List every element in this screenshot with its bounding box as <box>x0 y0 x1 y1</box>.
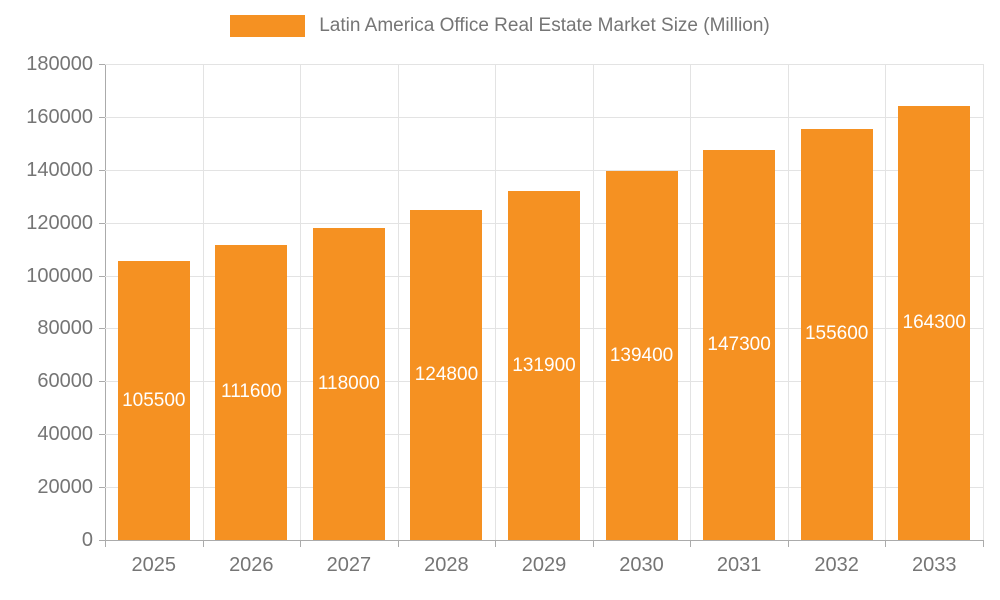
y-axis-tick <box>99 540 105 541</box>
y-axis-tick <box>99 64 105 65</box>
y-axis-tick <box>99 116 105 118</box>
bar-value-label: 164300 <box>902 311 966 333</box>
y-axis-tick-label: 160000 <box>26 105 93 128</box>
y-axis-tick-label: 100000 <box>26 264 93 287</box>
gridline-vertical <box>983 64 984 540</box>
gridline-vertical <box>592 64 594 540</box>
plot-area: 105500 111600 118000 124800 131900 139400 1473… <box>105 64 984 540</box>
x-axis-label: 2027 <box>326 554 372 576</box>
x-axis-label: 2029 <box>521 554 567 576</box>
bar-2031[interactable] <box>703 150 776 540</box>
bar-2027[interactable] <box>312 227 385 540</box>
x-axis-tick <box>787 541 789 547</box>
y-axis-line <box>105 64 106 541</box>
bar-2029[interactable] <box>508 191 580 540</box>
x-axis-tick <box>690 541 692 547</box>
x-axis-tick <box>300 541 302 547</box>
x-axis-tick <box>202 541 204 547</box>
y-axis-tick <box>99 381 105 383</box>
y-axis-tick <box>99 434 105 436</box>
x-axis-label: 2033 <box>911 554 957 576</box>
bar-2033[interactable] <box>898 105 971 540</box>
y-axis-tick <box>99 222 105 224</box>
y-axis-tick-label: 60000 <box>37 370 93 393</box>
gridline-vertical <box>885 64 887 540</box>
gridline-vertical <box>300 64 302 540</box>
x-axis-label: 2031 <box>716 554 762 576</box>
bar-value-label: 139400 <box>609 344 674 366</box>
x-axis-tick <box>495 541 497 547</box>
x-axis-tick <box>885 541 887 547</box>
y-axis-tick <box>99 275 105 277</box>
y-axis-tick-label: 40000 <box>37 423 93 446</box>
bar-value-label: 147300 <box>707 334 771 356</box>
bar-2030[interactable] <box>605 171 678 540</box>
gridline-horizontal <box>105 64 983 65</box>
x-axis-tick <box>592 541 594 547</box>
bar-value-label: 105500 <box>122 389 186 411</box>
x-axis-line <box>105 540 984 541</box>
gridline-vertical <box>690 64 692 540</box>
x-axis-label: 2028 <box>424 554 469 576</box>
legend: Latin America Office Real Estate Market … <box>0 15 1000 37</box>
y-axis-tick <box>99 487 105 489</box>
gridline-vertical <box>397 64 399 540</box>
x-axis-label: 2032 <box>814 554 859 576</box>
x-axis-label: 2025 <box>131 554 177 576</box>
bar-value-label: 111600 <box>221 381 282 403</box>
bar-2025[interactable] <box>117 261 190 540</box>
y-axis-tick-label: 140000 <box>26 158 93 181</box>
legend-swatch-icon[interactable] <box>230 15 306 37</box>
bar-2032[interactable] <box>800 128 873 540</box>
y-axis-tick-label: 80000 <box>37 317 93 340</box>
x-axis-tick <box>105 541 106 547</box>
x-axis-tick <box>397 541 399 547</box>
bar-value-label: 131900 <box>512 354 576 376</box>
x-axis-tick <box>983 541 984 547</box>
y-axis-tick-label: 0 <box>81 529 93 551</box>
y-axis-tick <box>99 169 105 171</box>
chart-title: Latin America Office Real Estate Market … <box>319 15 770 36</box>
y-axis-tick-label: 20000 <box>37 476 93 499</box>
bar-value-label: 124800 <box>414 363 479 385</box>
x-axis-label: 2026 <box>229 554 274 576</box>
y-axis-tick-label: 120000 <box>26 211 93 234</box>
x-axis-label: 2030 <box>619 554 664 576</box>
bar-2028[interactable] <box>410 209 483 540</box>
bar-value-label: 118000 <box>317 372 380 394</box>
gridline-horizontal <box>105 116 983 118</box>
y-axis-tick-label: 180000 <box>26 53 93 75</box>
gridline-vertical <box>495 64 497 540</box>
bar-value-label: 155600 <box>804 323 869 345</box>
y-axis-tick <box>99 328 105 330</box>
bar-2026[interactable] <box>215 244 288 540</box>
gridline-vertical <box>202 64 204 540</box>
gridline-vertical <box>787 64 789 540</box>
gridline-horizontal <box>105 169 983 171</box>
